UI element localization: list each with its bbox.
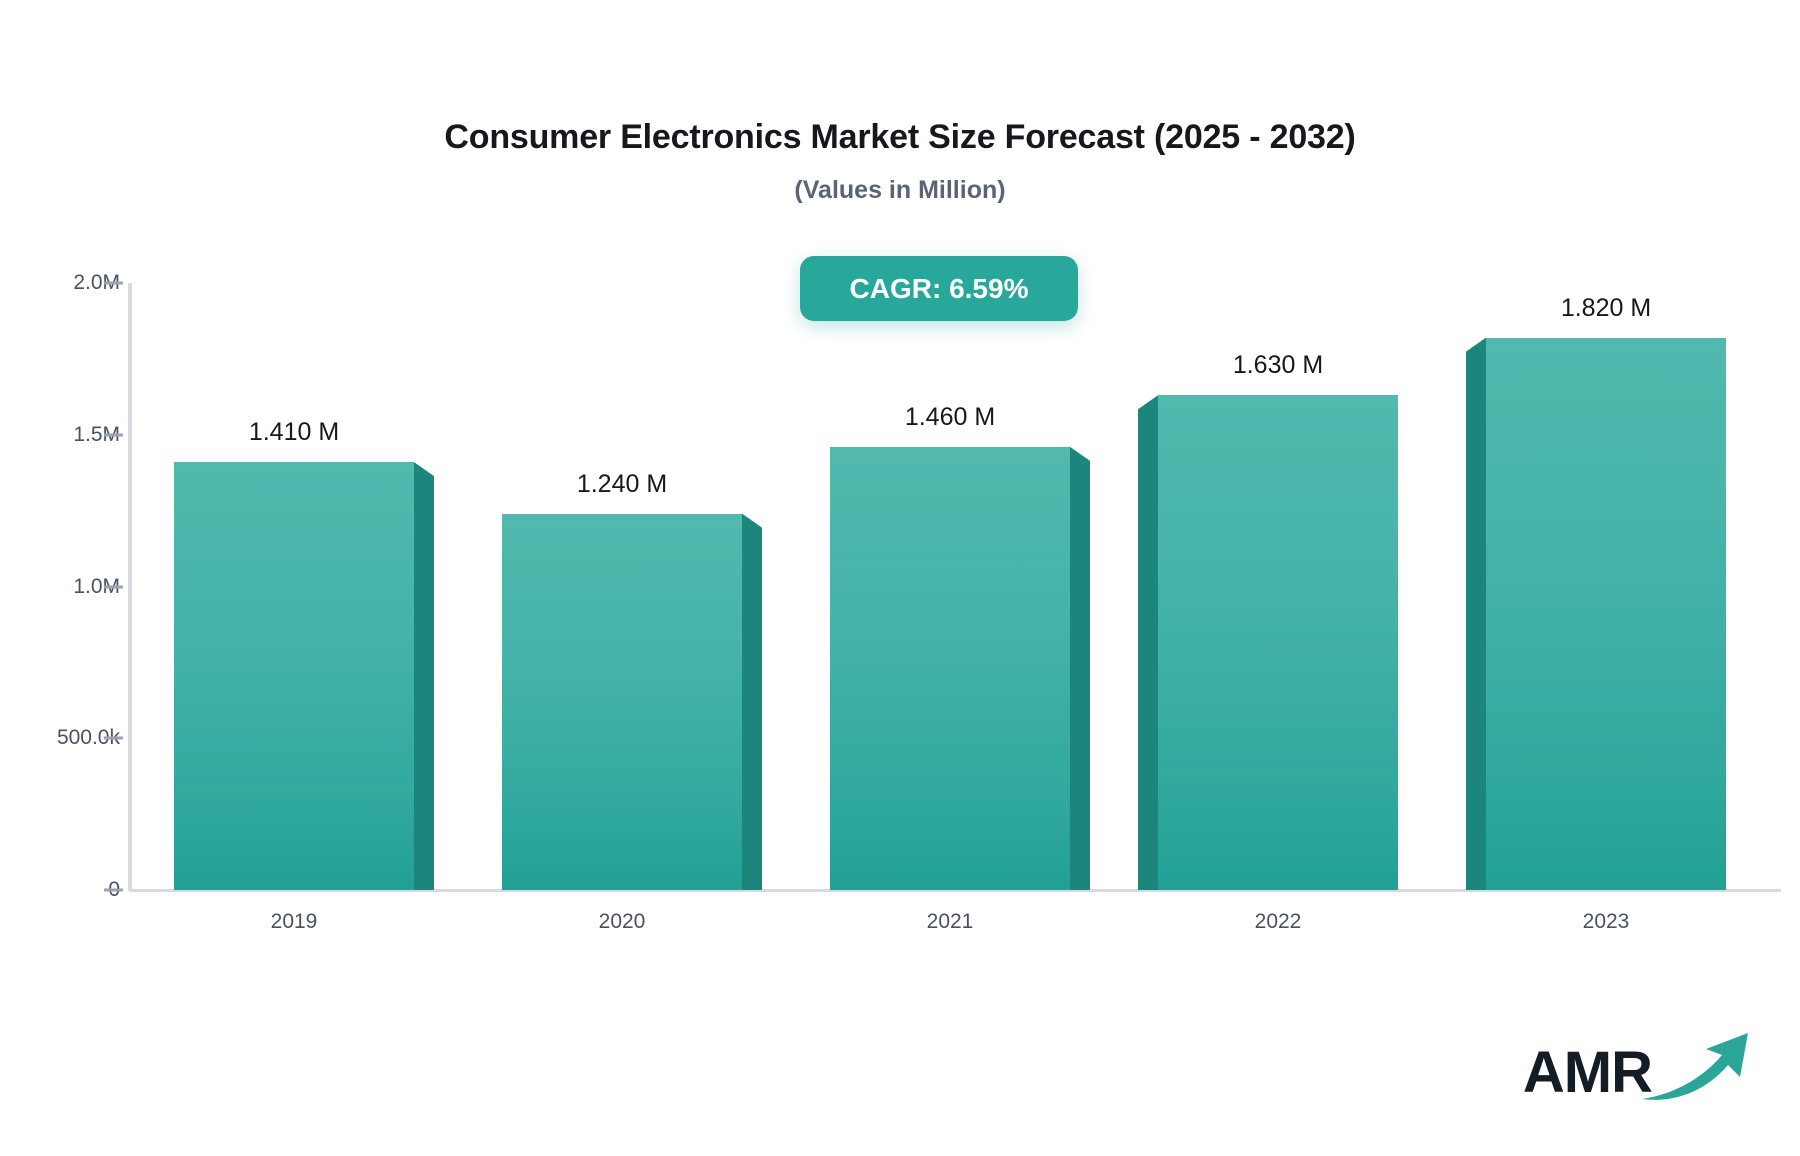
x-axis-line — [130, 889, 1781, 892]
trend-up-arrow-icon — [1636, 1027, 1756, 1112]
x-axis-tick-label: 2019 — [270, 910, 318, 933]
y-axis-tick-label: 1.5M — [73, 422, 120, 446]
bar-value-label: 1.630 M — [1232, 351, 1324, 380]
cagr-badge: CAGR: 6.59% — [800, 256, 1078, 321]
bar-front-face — [174, 462, 414, 890]
y-axis-tick-mark — [104, 433, 123, 437]
amr-logo: AMR — [1523, 1027, 1756, 1118]
y-axis-tick-mark — [104, 888, 123, 892]
bar-side-face — [414, 462, 434, 890]
y-axis-tick-label: 2.0M — [73, 271, 120, 294]
y-axis-tick-mark — [104, 281, 123, 285]
bar-value-label: 1.460 M — [904, 402, 996, 431]
bar-front-face — [1486, 337, 1726, 890]
y-axis-line — [128, 283, 132, 891]
bar-value-label: 1.820 M — [1560, 293, 1652, 322]
plot-area: 1.410 M 1.240 M 1.460 M 1.630 M 1.820 M — [130, 283, 1770, 890]
bar-side-face — [742, 513, 762, 890]
bar-side-face — [1070, 446, 1090, 890]
cagr-badge-label: CAGR: 6.59% — [849, 272, 1029, 304]
bar[interactable] — [830, 446, 1090, 890]
y-axis-tick-mark — [104, 585, 123, 588]
page-subtitle: (Values in Million) — [794, 176, 1006, 204]
bar[interactable] — [1466, 337, 1726, 890]
bar-side-face — [1138, 395, 1158, 890]
bar-front-face — [830, 446, 1070, 890]
bar[interactable] — [174, 462, 434, 890]
bar[interactable] — [1138, 395, 1398, 890]
bar-side-face — [1466, 337, 1486, 890]
bar-value-label: 1.240 M — [576, 469, 668, 498]
page-title: Consumer Electronics Market Size Forecas… — [444, 118, 1356, 156]
bar-front-face — [502, 513, 742, 890]
y-axis-tick-label: 1.0M — [73, 574, 120, 598]
x-axis-tick-label: 2022 — [1254, 910, 1302, 933]
bar-value-label: 1.410 M — [248, 418, 340, 447]
y-axis-tick-mark — [104, 736, 123, 740]
x-axis-tick-label: 2021 — [926, 910, 974, 933]
y-axis-tick-label: 500.0k — [56, 726, 120, 750]
y-axis-tick-label: 0 — [0, 878, 120, 902]
bar[interactable] — [502, 513, 762, 890]
amr-logo-text: AMR — [1522, 1039, 1653, 1105]
x-axis-tick-label: 2020 — [598, 910, 646, 933]
x-axis-tick-label: 2023 — [1582, 910, 1630, 933]
bar-front-face — [1158, 395, 1398, 890]
